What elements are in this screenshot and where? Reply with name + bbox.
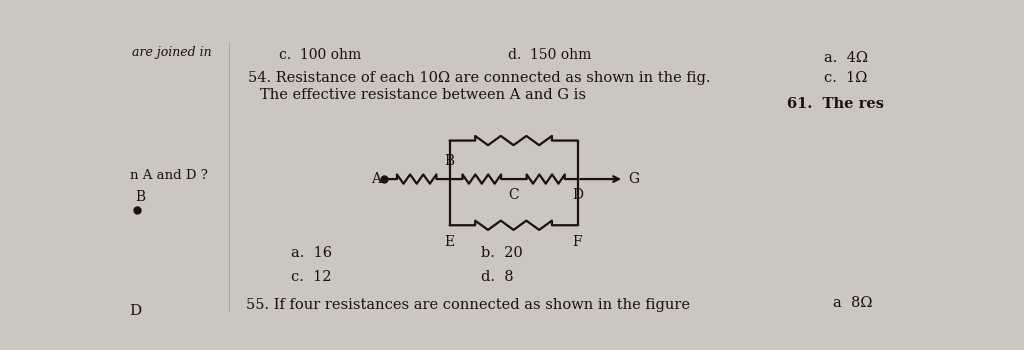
Text: A: A (371, 172, 381, 186)
Text: c.  100 ohm: c. 100 ohm (280, 48, 361, 62)
Text: a  8Ω: a 8Ω (834, 296, 872, 310)
Text: C: C (509, 188, 519, 202)
Text: n A and D ?: n A and D ? (130, 169, 208, 182)
Text: 54. Resistance of each 10Ω are connected as shown in the fig.: 54. Resistance of each 10Ω are connected… (248, 71, 711, 85)
Text: B: B (136, 190, 145, 204)
Text: G: G (629, 172, 640, 186)
Text: D: D (130, 304, 141, 318)
Text: d.  8: d. 8 (480, 270, 513, 284)
Text: 61.  The res: 61. The res (786, 97, 884, 111)
Text: B: B (444, 154, 455, 168)
Text: D: D (572, 188, 583, 202)
Text: a.  16: a. 16 (291, 246, 332, 260)
Text: F: F (572, 234, 583, 248)
Text: The effective resistance between A and G is: The effective resistance between A and G… (260, 88, 586, 102)
Text: a.  4Ω: a. 4Ω (824, 51, 868, 65)
Text: are joined in: are joined in (132, 46, 212, 59)
Text: c.  1Ω: c. 1Ω (824, 71, 867, 85)
Text: d.  150 ohm: d. 150 ohm (508, 48, 591, 62)
Text: c.  12: c. 12 (291, 270, 331, 284)
Text: b.  20: b. 20 (480, 246, 522, 260)
Text: 55. If four resistances are connected as shown in the figure: 55. If four resistances are connected as… (246, 299, 690, 313)
Text: E: E (444, 234, 455, 248)
